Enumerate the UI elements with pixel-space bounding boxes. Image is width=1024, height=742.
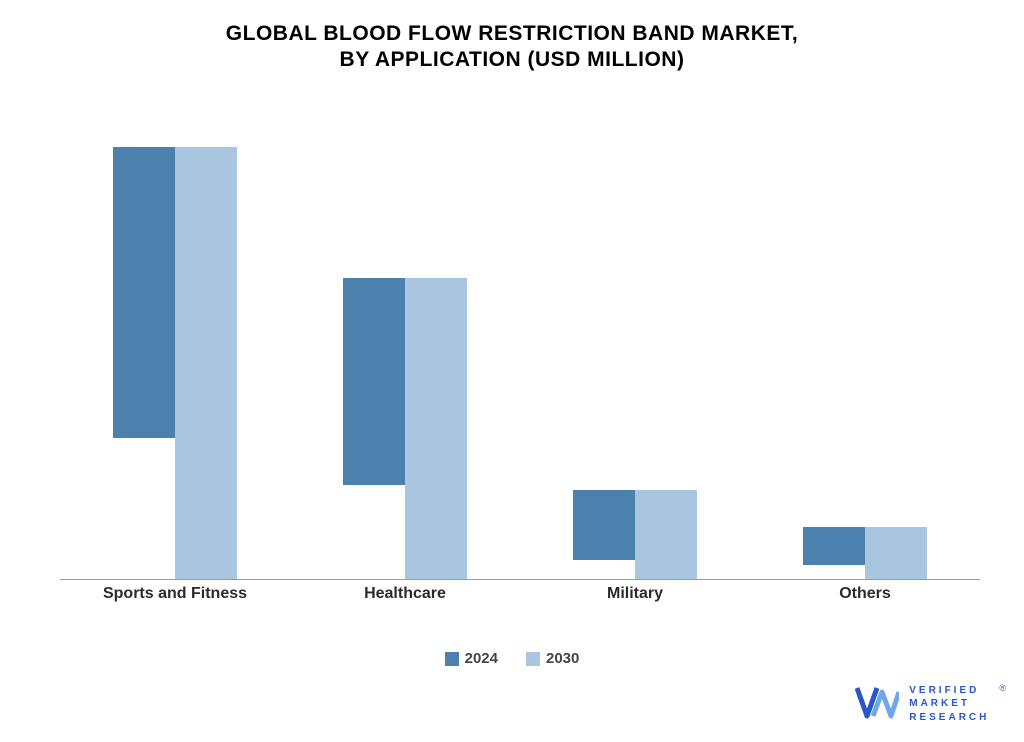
registered-mark: ® [999,683,1006,693]
category-label: Sports and Fitness [60,585,290,603]
bar [865,527,927,579]
watermark-logo-icon [855,684,899,724]
bar-group [520,490,750,579]
legend-swatch [445,652,459,666]
category-label: Others [750,585,980,603]
watermark-text: VERIFIED MARKET RESEARCH [909,684,989,725]
chart-title: GLOBAL BLOOD FLOW RESTRICTION BAND MARKE… [0,0,1024,72]
chart-title-line2: BY APPLICATION (USD MILLION) [0,48,1024,72]
bar [635,490,697,579]
watermark-line1: VERIFIED [909,684,989,698]
bar [175,147,237,579]
bar [573,490,635,561]
bar-group [290,278,520,579]
legend-item: 2024 [445,650,498,667]
category-label: Military [520,585,750,603]
bar [113,147,175,438]
bar [803,527,865,565]
legend-swatch [526,652,540,666]
chart-title-line1: GLOBAL BLOOD FLOW RESTRICTION BAND MARKE… [0,22,1024,46]
watermark-line3: RESEARCH [909,711,989,725]
chart-legend: 2024 2030 [0,650,1024,667]
legend-label: 2024 [465,650,498,667]
legend-label: 2030 [546,650,579,667]
category-label: Healthcare [290,585,520,603]
chart-area: Sports and FitnessHealthcareMilitaryOthe… [60,110,980,620]
category-labels: Sports and FitnessHealthcareMilitaryOthe… [60,585,980,615]
legend-item: 2030 [526,650,579,667]
bar-group [60,147,290,579]
chart-plot [60,110,980,580]
watermark: VERIFIED MARKET RESEARCH ® [855,684,1006,725]
bar [405,278,467,579]
bar [343,278,405,485]
watermark-line2: MARKET [909,697,989,711]
bar-group [750,527,980,579]
